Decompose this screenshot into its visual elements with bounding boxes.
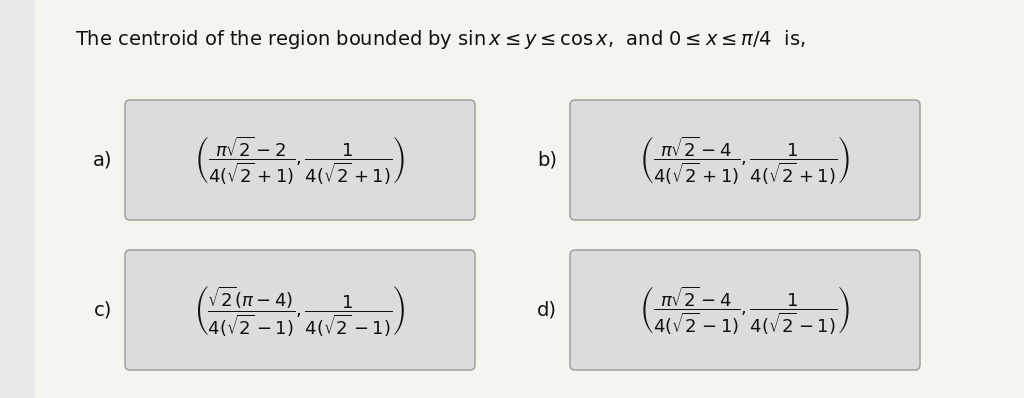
FancyBboxPatch shape: [125, 100, 475, 220]
FancyBboxPatch shape: [570, 250, 920, 370]
FancyBboxPatch shape: [570, 100, 920, 220]
Text: $\left(\dfrac{\pi\sqrt{2}-4}{4(\sqrt{2}+1)},\dfrac{1}{4(\sqrt{2}+1)}\right)$: $\left(\dfrac{\pi\sqrt{2}-4}{4(\sqrt{2}+…: [639, 134, 851, 186]
Text: $\left(\dfrac{\sqrt{2}(\pi-4)}{4(\sqrt{2}-1)},\dfrac{1}{4(\sqrt{2}-1)}\right)$: $\left(\dfrac{\sqrt{2}(\pi-4)}{4(\sqrt{2…: [195, 283, 406, 338]
Text: d): d): [537, 300, 557, 320]
FancyBboxPatch shape: [35, 0, 1024, 398]
Text: c): c): [93, 300, 112, 320]
FancyBboxPatch shape: [125, 250, 475, 370]
Text: a): a): [92, 150, 112, 170]
Text: b): b): [537, 150, 557, 170]
Text: $\left(\dfrac{\pi\sqrt{2}-2}{4(\sqrt{2}+1)},\dfrac{1}{4(\sqrt{2}+1)}\right)$: $\left(\dfrac{\pi\sqrt{2}-2}{4(\sqrt{2}+…: [195, 134, 406, 186]
Text: The centroid of the region bounded by $\sin x \leq y \leq \cos x$,  and $0 \leq : The centroid of the region bounded by $\…: [75, 28, 806, 51]
Text: $\left(\dfrac{\pi\sqrt{2}-4}{4(\sqrt{2}-1)},\dfrac{1}{4(\sqrt{2}-1)}\right)$: $\left(\dfrac{\pi\sqrt{2}-4}{4(\sqrt{2}-…: [639, 284, 851, 336]
